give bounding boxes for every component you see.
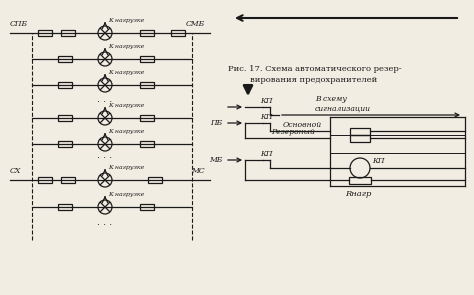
Bar <box>140 30 154 36</box>
Text: . . .: . . . <box>97 94 113 104</box>
Bar <box>38 177 52 183</box>
Text: К нагрузке: К нагрузке <box>108 103 145 108</box>
Bar <box>58 204 72 210</box>
Bar <box>58 115 72 121</box>
Text: К нагрузке: К нагрузке <box>108 129 145 134</box>
Bar <box>148 177 162 183</box>
Bar <box>61 30 75 36</box>
Bar <box>349 176 371 183</box>
Text: В схему
сигнализации: В схему сигнализации <box>315 95 371 113</box>
Text: КП: КП <box>260 97 272 105</box>
Text: СПБ: СПБ <box>10 20 28 28</box>
Text: КП: КП <box>260 113 272 121</box>
Bar <box>58 82 72 88</box>
Text: СХ: СХ <box>10 167 21 175</box>
Bar <box>61 177 75 183</box>
Text: Rнагр: Rнагр <box>345 190 371 198</box>
Bar <box>140 56 154 62</box>
Text: МС: МС <box>191 167 205 175</box>
Text: . . .: . . . <box>97 150 113 160</box>
Text: К нагрузке: К нагрузке <box>108 70 145 75</box>
Bar <box>58 141 72 147</box>
Bar <box>140 141 154 147</box>
Text: вирования предохранителей: вирования предохранителей <box>250 76 377 84</box>
Text: КП: КП <box>260 150 272 158</box>
Bar <box>171 30 185 36</box>
Text: МБ: МБ <box>209 156 222 164</box>
Text: СМБ: СМБ <box>186 20 205 28</box>
Text: Резервный: Резервный <box>271 128 315 136</box>
Text: Основной: Основной <box>283 121 322 129</box>
Bar <box>140 204 154 210</box>
Text: ПБ: ПБ <box>210 119 222 127</box>
Text: К нагрузке: К нагрузке <box>108 192 145 197</box>
Bar <box>350 135 370 142</box>
Bar <box>140 115 154 121</box>
Text: К нагрузке: К нагрузке <box>108 44 145 49</box>
Text: КП: КП <box>372 157 384 165</box>
Bar <box>38 30 52 36</box>
Text: . . .: . . . <box>97 217 113 227</box>
Bar <box>350 127 370 135</box>
Bar <box>140 82 154 88</box>
Text: К нагрузке: К нагрузке <box>108 165 145 170</box>
Bar <box>58 56 72 62</box>
Text: К нагрузке: К нагрузке <box>108 18 145 23</box>
Text: Рис. 17. Схема автоматического резер-: Рис. 17. Схема автоматического резер- <box>228 65 401 73</box>
